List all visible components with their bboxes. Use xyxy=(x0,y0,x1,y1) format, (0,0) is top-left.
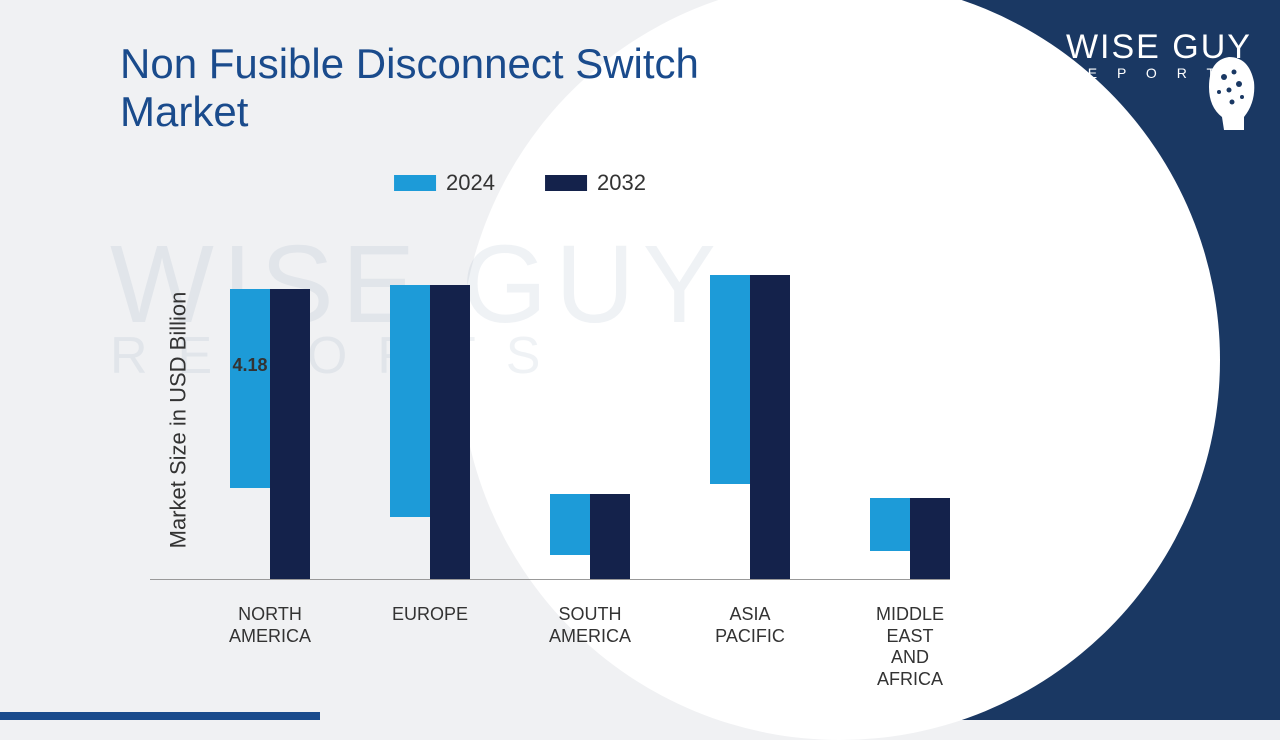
bar-group xyxy=(370,285,490,580)
legend: 2024 2032 xyxy=(394,170,646,196)
x-axis-label: NORTH AMERICA xyxy=(210,604,330,647)
bar-group xyxy=(690,275,810,579)
brand-logo: WISE GUY R E P O R T S xyxy=(1058,28,1252,81)
bar-2024 xyxy=(390,285,430,518)
bar-2024 xyxy=(550,494,590,556)
chart-area: Market Size in USD Billion 2024 2032 4.1… xyxy=(70,180,970,660)
legend-item-2032: 2032 xyxy=(545,170,646,196)
x-axis-label: SOUTH AMERICA xyxy=(530,604,650,647)
legend-item-2024: 2024 xyxy=(394,170,495,196)
legend-label-2032: 2032 xyxy=(597,170,646,196)
x-axis-label: EUROPE xyxy=(370,604,490,626)
bar-value-label: 4.18 xyxy=(232,355,267,376)
bar-2032 xyxy=(270,289,310,579)
head-icon xyxy=(1194,52,1264,132)
bar-group xyxy=(530,494,650,580)
bar-group xyxy=(210,289,330,579)
legend-swatch-2024 xyxy=(394,175,436,191)
bar-group xyxy=(850,498,970,579)
legend-swatch-2032 xyxy=(545,175,587,191)
legend-label-2024: 2024 xyxy=(446,170,495,196)
plot-area: 4.18NORTH AMERICAEUROPESOUTH AMERICAASIA… xyxy=(150,200,950,580)
bar-2032 xyxy=(590,494,630,580)
bar-2024 xyxy=(230,289,270,488)
chart-title: Non Fusible Disconnect Switch Market xyxy=(120,40,720,137)
bottom-accent xyxy=(0,712,320,720)
x-axis-label: MIDDLE EAST AND AFRICA xyxy=(850,604,970,690)
bar-2024 xyxy=(870,498,910,550)
bar-2032 xyxy=(910,498,950,579)
bar-2032 xyxy=(750,275,790,579)
x-axis-label: ASIA PACIFIC xyxy=(690,604,810,647)
bar-2024 xyxy=(710,275,750,484)
bar-2032 xyxy=(430,285,470,580)
